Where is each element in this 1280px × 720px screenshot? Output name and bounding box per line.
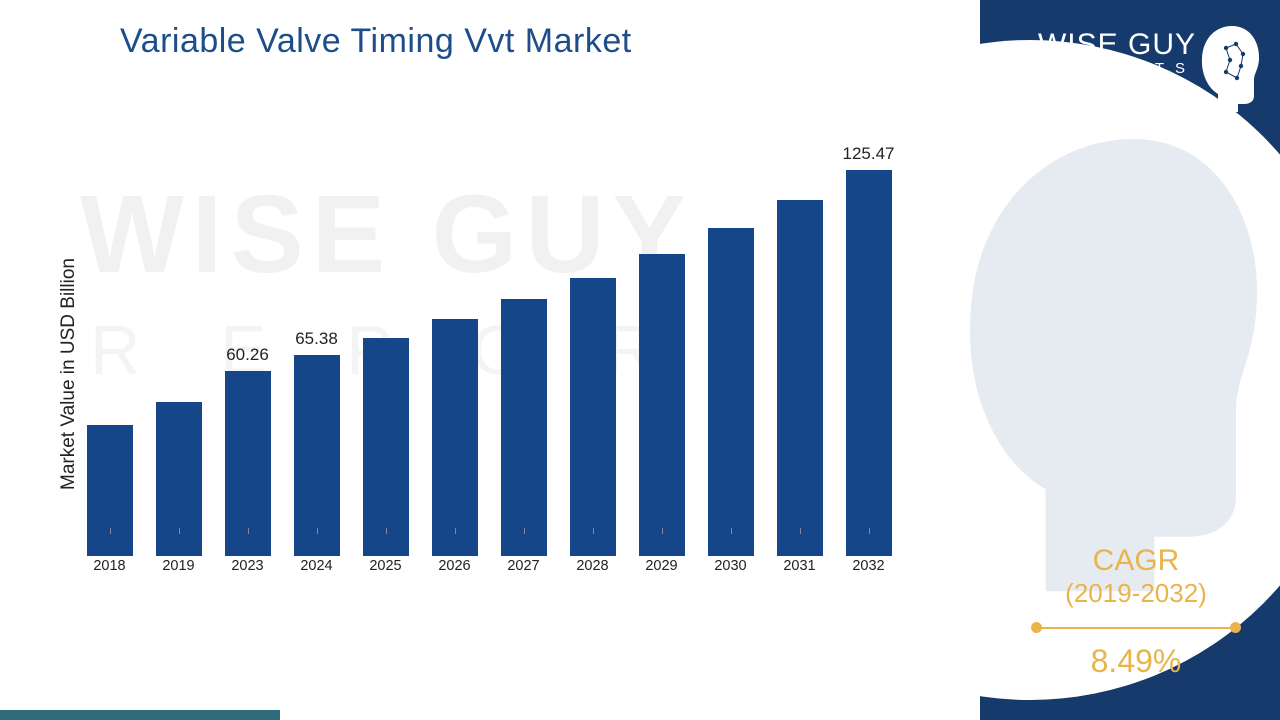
bar bbox=[639, 254, 685, 556]
watermark-head-icon bbox=[930, 120, 1270, 600]
x-axis-labels: 2018201920232024202520262027202820292030… bbox=[75, 558, 910, 580]
bar-value-label: 60.26 bbox=[226, 345, 269, 365]
x-axis-label: 2030 bbox=[696, 558, 765, 580]
x-tick bbox=[248, 528, 249, 534]
cagr-block: CAGR (2019-2032) 8.49% bbox=[1006, 544, 1266, 680]
bar-slot bbox=[489, 299, 558, 556]
bar-slot: 60.26 bbox=[213, 371, 282, 556]
x-axis-label: 2018 bbox=[75, 558, 144, 580]
bar-slot bbox=[420, 319, 489, 556]
x-axis-label: 2029 bbox=[627, 558, 696, 580]
cagr-dot-right bbox=[1230, 622, 1241, 633]
x-tick bbox=[731, 528, 732, 534]
bar bbox=[708, 228, 754, 556]
cagr-divider bbox=[1036, 627, 1236, 629]
bar bbox=[501, 299, 547, 556]
bar-slot bbox=[765, 200, 834, 556]
bar bbox=[846, 170, 892, 556]
bar-slot bbox=[351, 338, 420, 556]
bar bbox=[777, 200, 823, 556]
x-tick bbox=[455, 528, 456, 534]
chart-title: Variable Valve Timing Vvt Market bbox=[120, 22, 632, 61]
x-axis-label: 2025 bbox=[351, 558, 420, 580]
bar-slot: 65.38 bbox=[282, 355, 351, 556]
bar bbox=[87, 425, 133, 556]
bar-slot bbox=[75, 425, 144, 556]
x-tick bbox=[110, 528, 111, 534]
x-axis-label: 2031 bbox=[765, 558, 834, 580]
x-tick bbox=[179, 528, 180, 534]
bar-value-label: 125.47 bbox=[843, 144, 895, 164]
cagr-label: CAGR bbox=[1006, 544, 1266, 578]
x-tick bbox=[386, 528, 387, 534]
bar-slot bbox=[627, 254, 696, 556]
page-root: WISE GUY R E P O R T S Variable Valve Ti… bbox=[0, 0, 1280, 720]
cagr-dot-left bbox=[1031, 622, 1042, 633]
bar bbox=[363, 338, 409, 556]
x-tick bbox=[524, 528, 525, 534]
bar bbox=[570, 278, 616, 556]
x-axis-label: 2028 bbox=[558, 558, 627, 580]
bar bbox=[432, 319, 478, 556]
x-tick bbox=[800, 528, 801, 534]
bar-slot: 125.47 bbox=[834, 170, 903, 556]
x-tick bbox=[593, 528, 594, 534]
footer-stripe bbox=[0, 710, 280, 720]
x-tick bbox=[869, 528, 870, 534]
x-axis-label: 2019 bbox=[144, 558, 213, 580]
logo-line2: REPORTS bbox=[1038, 60, 1196, 77]
x-axis-label: 2026 bbox=[420, 558, 489, 580]
bar-chart: 60.2665.38125.47 20182019202320242025202… bbox=[30, 150, 910, 580]
x-tick bbox=[662, 528, 663, 534]
brand-logo: WISE GUY REPORTS bbox=[1038, 28, 1256, 77]
logo-head-icon bbox=[1194, 24, 1264, 114]
cagr-value: 8.49% bbox=[1006, 643, 1266, 680]
bars-row: 60.2665.38125.47 bbox=[75, 156, 910, 556]
bar-slot bbox=[144, 402, 213, 556]
bar-value-label: 65.38 bbox=[295, 329, 338, 349]
bar-slot bbox=[558, 278, 627, 556]
bar bbox=[294, 355, 340, 556]
cagr-period: (2019-2032) bbox=[1006, 578, 1266, 609]
x-axis-label: 2024 bbox=[282, 558, 351, 580]
logo-line1: WISE GUY bbox=[1038, 28, 1196, 62]
x-axis-label: 2027 bbox=[489, 558, 558, 580]
x-axis-label: 2032 bbox=[834, 558, 903, 580]
x-axis-label: 2023 bbox=[213, 558, 282, 580]
bar-slot bbox=[696, 228, 765, 556]
x-tick bbox=[317, 528, 318, 534]
